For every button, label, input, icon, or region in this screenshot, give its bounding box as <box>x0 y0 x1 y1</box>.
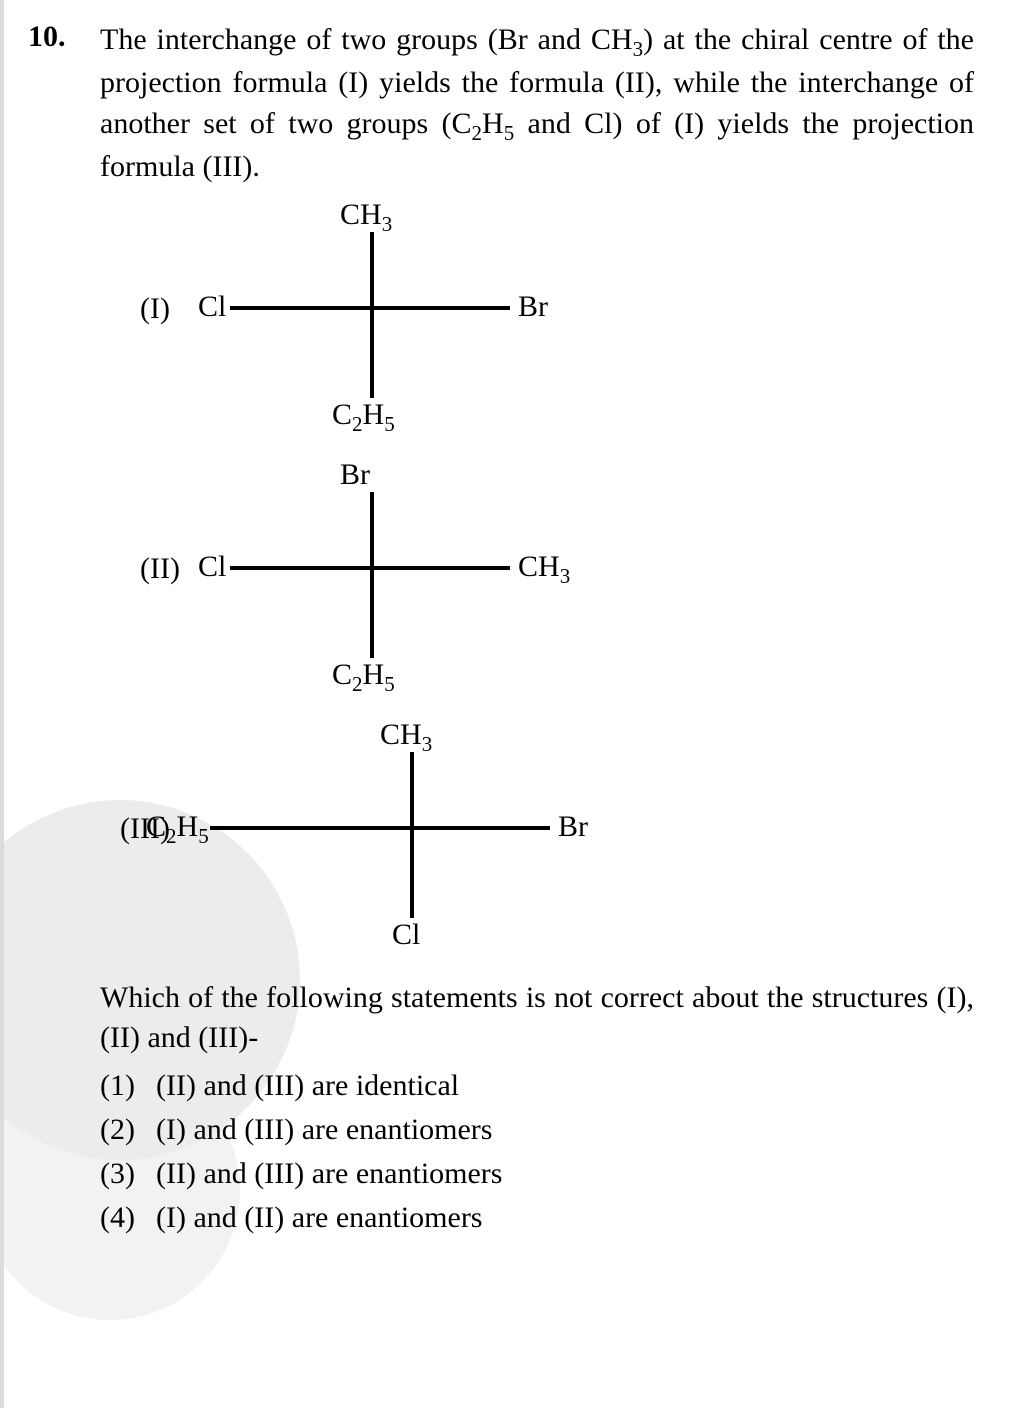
group-bottom: Cl <box>392 918 420 952</box>
options-list: (1)(II) and (III) are identical(2)(I) an… <box>100 1065 994 1239</box>
group-left: C2H5 <box>146 810 209 849</box>
group-bottom: C2H5 <box>332 398 395 437</box>
group-top: CH3 <box>380 718 432 757</box>
option-number: (1) <box>100 1065 156 1107</box>
bond-vertical <box>370 232 374 398</box>
question-text: The interchange of two groups (Br and CH… <box>100 20 974 188</box>
followup-text: Which of the following statements is not… <box>100 978 974 1059</box>
option: (3)(II) and (III) are enantiomers <box>100 1153 994 1195</box>
group-top: Br <box>340 458 370 492</box>
option: (1)(II) and (III) are identical <box>100 1065 994 1107</box>
group-top: CH3 <box>340 198 392 237</box>
diagram-label: (II) <box>140 552 180 586</box>
page: 10. The interchange of two groups (Br an… <box>0 0 1024 1261</box>
option-text: (I) and (III) are enantiomers <box>156 1113 492 1146</box>
question-number: 10. <box>28 20 66 54</box>
option: (4)(I) and (II) are enantiomers <box>100 1197 994 1239</box>
bond-horizontal <box>230 566 510 570</box>
diagram-label: (I) <box>140 292 170 326</box>
option-number: (2) <box>100 1109 156 1151</box>
option-text: (I) and (II) are enantiomers <box>156 1201 482 1234</box>
fischer-projection: (III)CH3ClC2H5Br <box>100 718 994 948</box>
bond-horizontal <box>230 306 510 310</box>
group-right: Br <box>518 290 548 324</box>
option-number: (4) <box>100 1197 156 1239</box>
group-left: Cl <box>198 290 226 324</box>
option-text: (II) and (III) are identical <box>156 1069 459 1102</box>
option: (2)(I) and (III) are enantiomers <box>100 1109 994 1151</box>
group-bottom: C2H5 <box>332 658 395 697</box>
group-left: Cl <box>198 550 226 584</box>
group-right: CH3 <box>518 550 570 589</box>
diagrams: (I)CH3C2H5ClBr(II)BrC2H5ClCH3(III)CH3ClC… <box>100 198 994 948</box>
fischer-projection: (II)BrC2H5ClCH3 <box>100 458 994 688</box>
fischer-projection: (I)CH3C2H5ClBr <box>100 198 994 428</box>
option-number: (3) <box>100 1153 156 1195</box>
bond-vertical <box>370 492 374 658</box>
bond-horizontal <box>210 826 550 830</box>
bond-vertical <box>410 752 414 918</box>
option-text: (II) and (III) are enantiomers <box>156 1157 502 1190</box>
group-right: Br <box>558 810 588 844</box>
